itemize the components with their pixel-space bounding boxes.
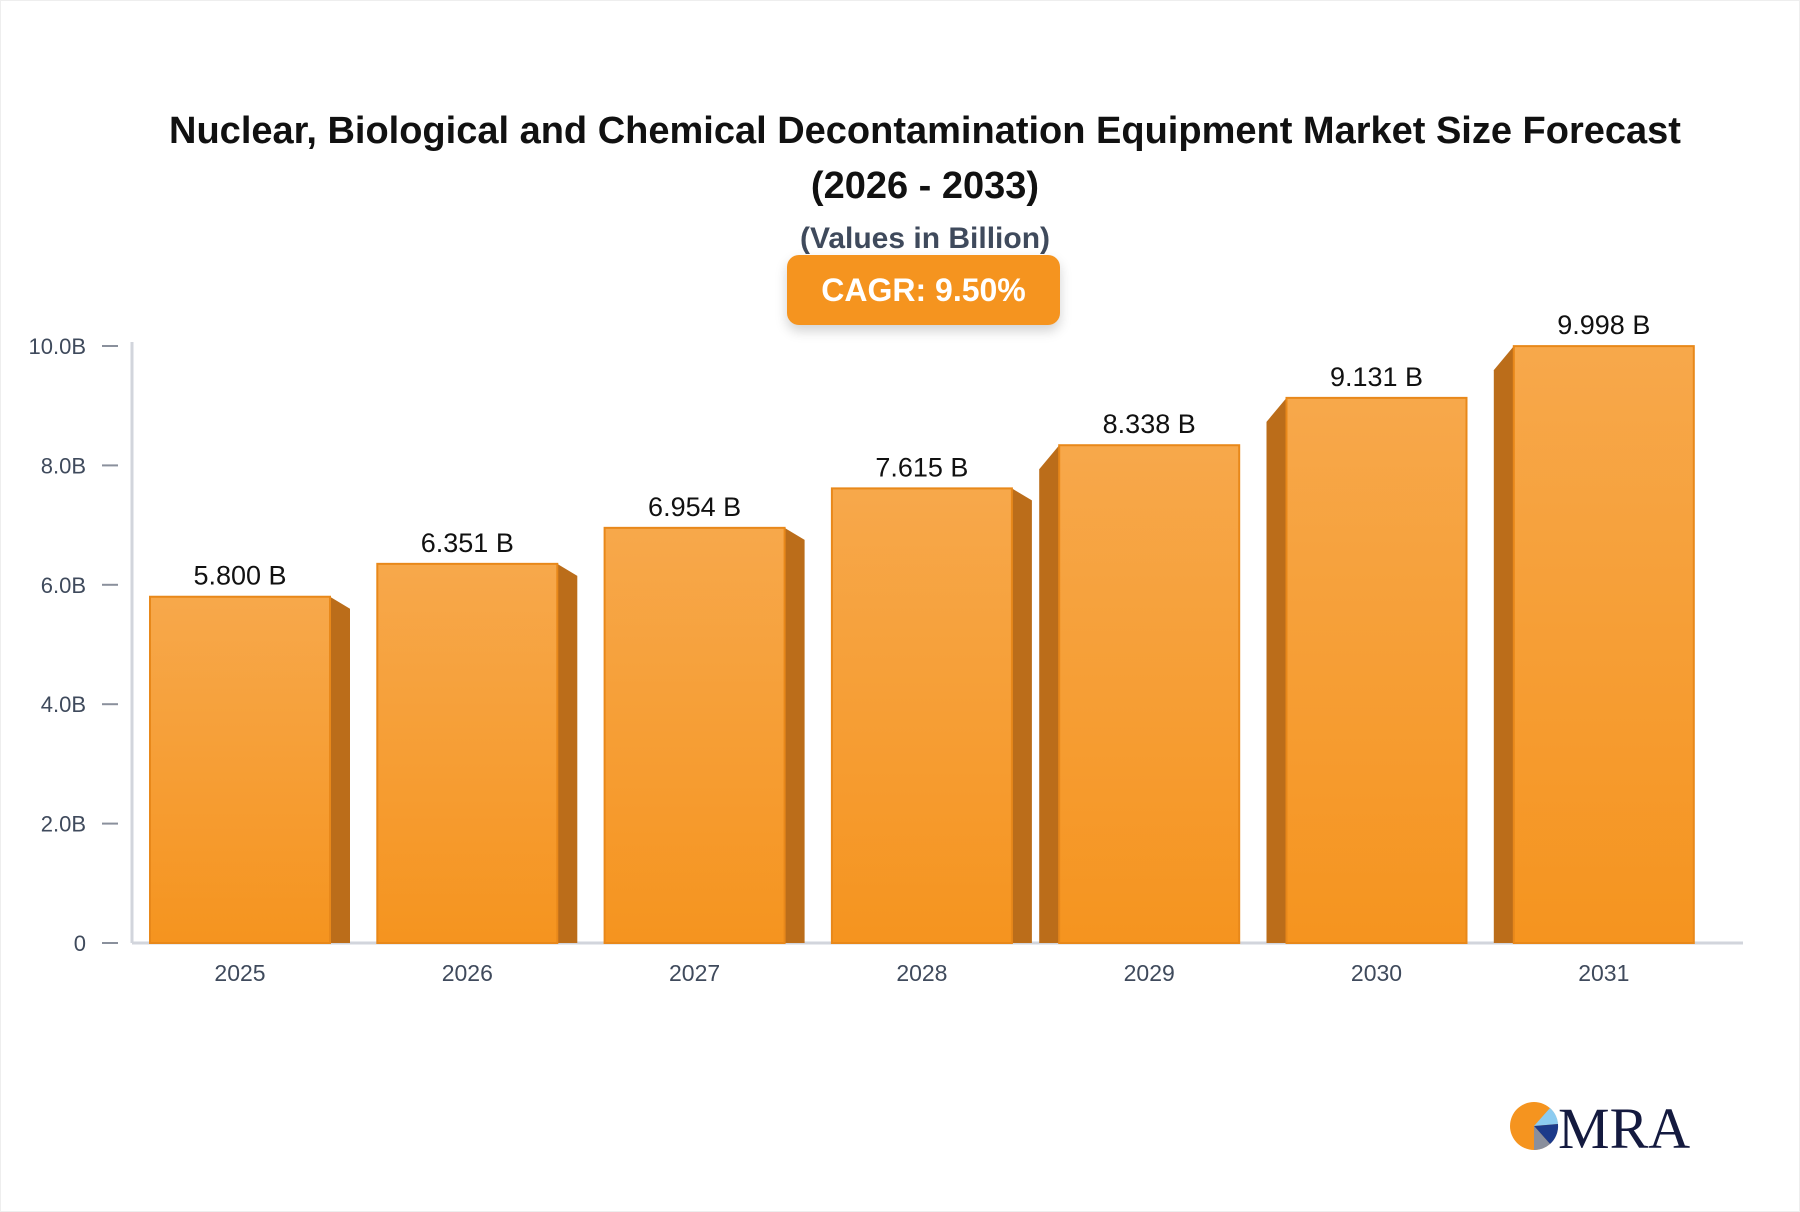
x-tick-label: 2028 (896, 960, 947, 986)
cagr-badge: CAGR: 9.50% (787, 255, 1060, 325)
bar (1285, 396, 1468, 945)
mra-logo: MRA (1510, 1096, 1690, 1158)
bar (149, 595, 331, 944)
bar-value-label: 6.954 B (648, 492, 741, 522)
bar-side (330, 596, 350, 943)
bar-side (1266, 397, 1287, 944)
bar (1512, 345, 1695, 944)
bar (376, 562, 559, 944)
bar-value-label: 8.338 B (1103, 409, 1196, 439)
y-tick-label: 0 (74, 931, 86, 956)
chart-subtitle: (Values in Billion) (799, 222, 1051, 255)
x-tick-label: 2030 (1351, 960, 1402, 986)
x-tick-label: 2029 (1124, 960, 1175, 986)
bar-side (1039, 445, 1060, 943)
bar-value-label: 9.998 B (1557, 310, 1650, 340)
x-tick-label: 2025 (214, 960, 265, 986)
bar-side (557, 563, 578, 943)
bar-side (1493, 346, 1514, 943)
bar-value-label: 9.131 B (1330, 362, 1423, 392)
bar-side (1011, 488, 1032, 943)
x-tick-label: 2027 (669, 960, 720, 986)
chart-title-line1: Nuclear, Biological and Chemical Deconta… (169, 110, 1681, 152)
y-tick-label: 10.0B (29, 334, 87, 359)
bar (603, 526, 786, 944)
y-tick-label: 8.0B (41, 453, 86, 478)
chart-title-line2: (2026 - 2033) (810, 165, 1040, 207)
bar-value-label: 5.800 B (193, 561, 286, 591)
bar (830, 487, 1013, 944)
y-tick-label: 4.0B (41, 692, 86, 717)
bar-value-label: 6.351 B (421, 528, 514, 558)
logo-text: MRA (1558, 1096, 1690, 1158)
bar-side (784, 527, 805, 943)
x-tick-label: 2031 (1578, 960, 1629, 986)
bar-value-label: 7.615 B (875, 452, 968, 482)
bar (1058, 444, 1241, 944)
x-tick-label: 2026 (442, 960, 493, 986)
y-tick-label: 6.0B (41, 573, 86, 598)
y-tick-label: 2.0B (41, 812, 86, 837)
